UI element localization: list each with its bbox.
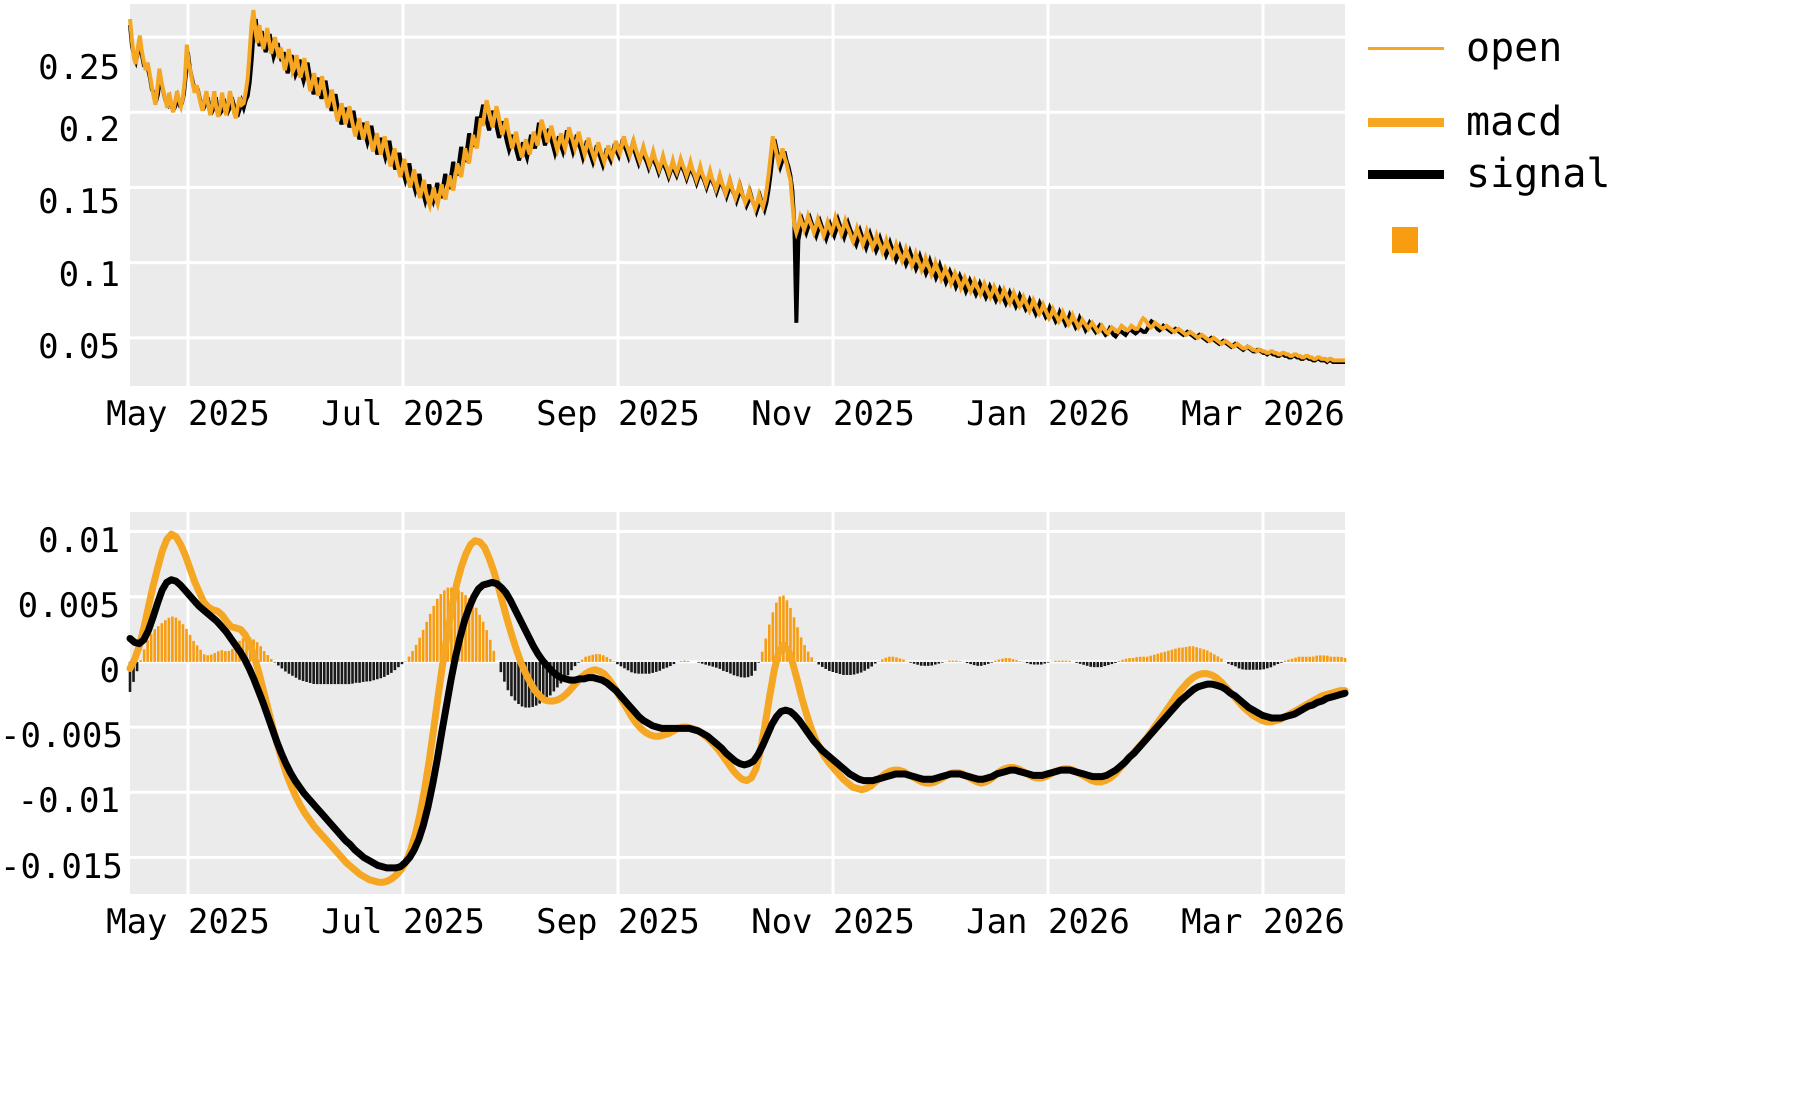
legend-label-macd: macd <box>1466 99 1563 145</box>
macd-xtick-3: Nov 2025 <box>751 902 915 942</box>
legend-line-signal-icon <box>1368 169 1444 179</box>
price-plot-canvas <box>128 4 1345 386</box>
macd-xtick-1: Jul 2025 <box>321 902 485 942</box>
macd-ytick-4: -0.01 <box>17 781 120 821</box>
price-ytick-4: 0.05 <box>38 327 120 367</box>
legend-item-macd[interactable]: macd <box>1368 102 1562 142</box>
macd-xtick-4: Jan 2026 <box>966 902 1130 942</box>
macd-ytick-5: -0.015 <box>0 847 123 887</box>
legend-line-open-icon <box>1368 46 1444 50</box>
macd-xtick-5: Mar 2026 <box>1181 902 1345 942</box>
legend-label-signal: signal <box>1466 151 1611 197</box>
price-xtick-5: Mar 2026 <box>1181 394 1345 434</box>
macd-plot-canvas <box>126 512 1349 894</box>
price-xtick-2: Sep 2025 <box>536 394 700 434</box>
price-ytick-0: 0.25 <box>38 48 120 88</box>
price-xtick-3: Nov 2025 <box>751 394 915 434</box>
price-panel: 0.25 0.2 0.15 0.1 0.05 May 2025 Jul 2025… <box>0 0 1800 440</box>
legend-line-macd-icon <box>1368 117 1444 127</box>
macd-xtick-2: Sep 2025 <box>536 902 700 942</box>
legend-item-histogram[interactable] <box>1368 220 1440 260</box>
price-ytick-1: 0.2 <box>58 110 120 150</box>
macd-panel: 0.01 0.005 0 -0.005 -0.01 -0.015 May 202… <box>0 500 1800 1100</box>
macd-ytick-2: 0 <box>99 651 120 691</box>
price-ytick-2: 0.15 <box>38 182 120 222</box>
macd-ytick-3: -0.005 <box>0 716 123 756</box>
legend-item-open[interactable]: open <box>1368 28 1562 68</box>
price-ytick-3: 0.1 <box>58 255 120 295</box>
price-xtick-1: Jul 2025 <box>321 394 485 434</box>
legend-item-signal[interactable]: signal <box>1368 154 1611 194</box>
price-xtick-0: May 2025 <box>106 394 270 434</box>
price-xtick-4: Jan 2026 <box>966 394 1130 434</box>
macd-ytick-1: 0.005 <box>17 586 120 626</box>
macd-xtick-0: May 2025 <box>106 902 270 942</box>
macd-ytick-0: 0.01 <box>38 521 120 561</box>
legend-label-open: open <box>1466 25 1563 71</box>
legend-square-histogram-icon <box>1392 227 1418 253</box>
legend: open macd signal <box>1368 12 1800 262</box>
